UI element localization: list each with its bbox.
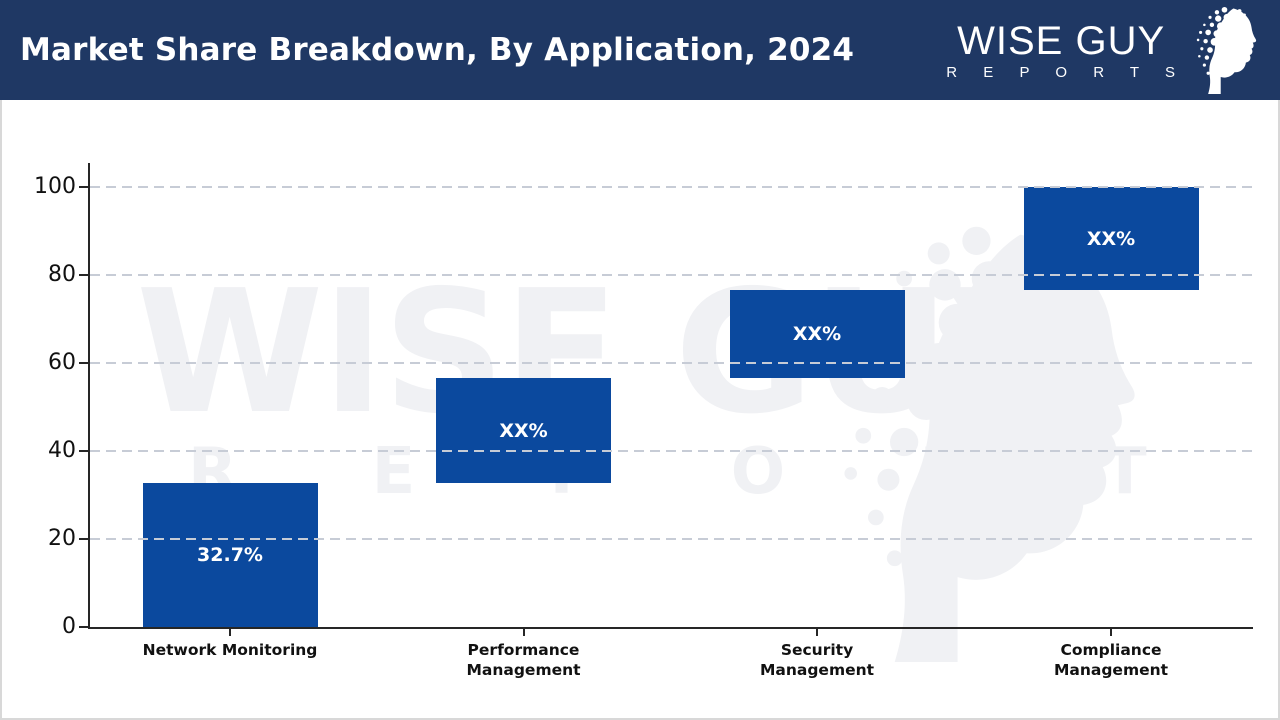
brand-word: WISE GUY bbox=[957, 18, 1166, 63]
x-tick-3 bbox=[1110, 629, 1112, 636]
x-tick-1 bbox=[522, 629, 525, 636]
y-tick-label-0: 0 bbox=[62, 614, 76, 639]
x-tick-label-3: Compliance Management bbox=[1053, 641, 1169, 679]
y-tick-80 bbox=[79, 274, 88, 276]
x-tick-label-2: Security Management bbox=[759, 641, 875, 679]
x-tick-label-1: Performance Management bbox=[466, 641, 581, 679]
y-tick-label-100: 100 bbox=[34, 174, 76, 199]
chart-area: 0 20 40 60 80 100 32.7% XX% XX% XX% Network Monito… bbox=[0, 100, 1280, 720]
y-tick-60 bbox=[79, 362, 88, 364]
bar-compliance-management: XX% bbox=[1023, 187, 1199, 291]
y-tick-100 bbox=[79, 186, 88, 188]
gridline-80 bbox=[90, 274, 1253, 276]
bar-value-label: 32.7% bbox=[197, 544, 263, 567]
bar-network-monitoring: 32.7% bbox=[142, 483, 318, 627]
y-tick-0 bbox=[79, 626, 88, 628]
gridline-100 bbox=[90, 186, 1253, 188]
brand-logo: WISE GUY R E P O R T S bbox=[936, 6, 1266, 94]
y-tick-label-20: 20 bbox=[48, 526, 76, 551]
bar-performance-management: XX% bbox=[436, 378, 611, 484]
bar-value-label: XX% bbox=[1086, 227, 1136, 250]
gridline-20 bbox=[90, 538, 1253, 540]
brand-wordmark: WISE GUY R E P O R T S bbox=[936, 21, 1186, 80]
page-title: Market Share Breakdown, By Application, … bbox=[20, 32, 855, 68]
y-tick-label-60: 60 bbox=[48, 350, 76, 375]
gridline-60 bbox=[90, 362, 1253, 364]
bar-security-management: XX% bbox=[729, 290, 905, 379]
y-tick-20 bbox=[79, 538, 88, 540]
bar-value-label: XX% bbox=[499, 419, 548, 442]
x-tick-0 bbox=[229, 629, 231, 636]
bar-value-label: XX% bbox=[792, 323, 842, 346]
y-axis-spine bbox=[88, 163, 90, 629]
y-tick-40 bbox=[79, 450, 88, 452]
brand-sub: R E P O R T S bbox=[946, 63, 1186, 81]
x-axis-spine bbox=[88, 627, 1253, 629]
y-tick-label-40: 40 bbox=[48, 438, 76, 463]
header: Market Share Breakdown, By Application, … bbox=[0, 0, 1280, 100]
y-tick-label-80: 80 bbox=[48, 262, 76, 287]
gridline-40 bbox=[90, 450, 1253, 452]
x-tick-label-0: Network Monitoring bbox=[142, 641, 318, 659]
wise-guy-face-icon bbox=[1188, 6, 1266, 94]
x-tick-2 bbox=[816, 629, 818, 636]
